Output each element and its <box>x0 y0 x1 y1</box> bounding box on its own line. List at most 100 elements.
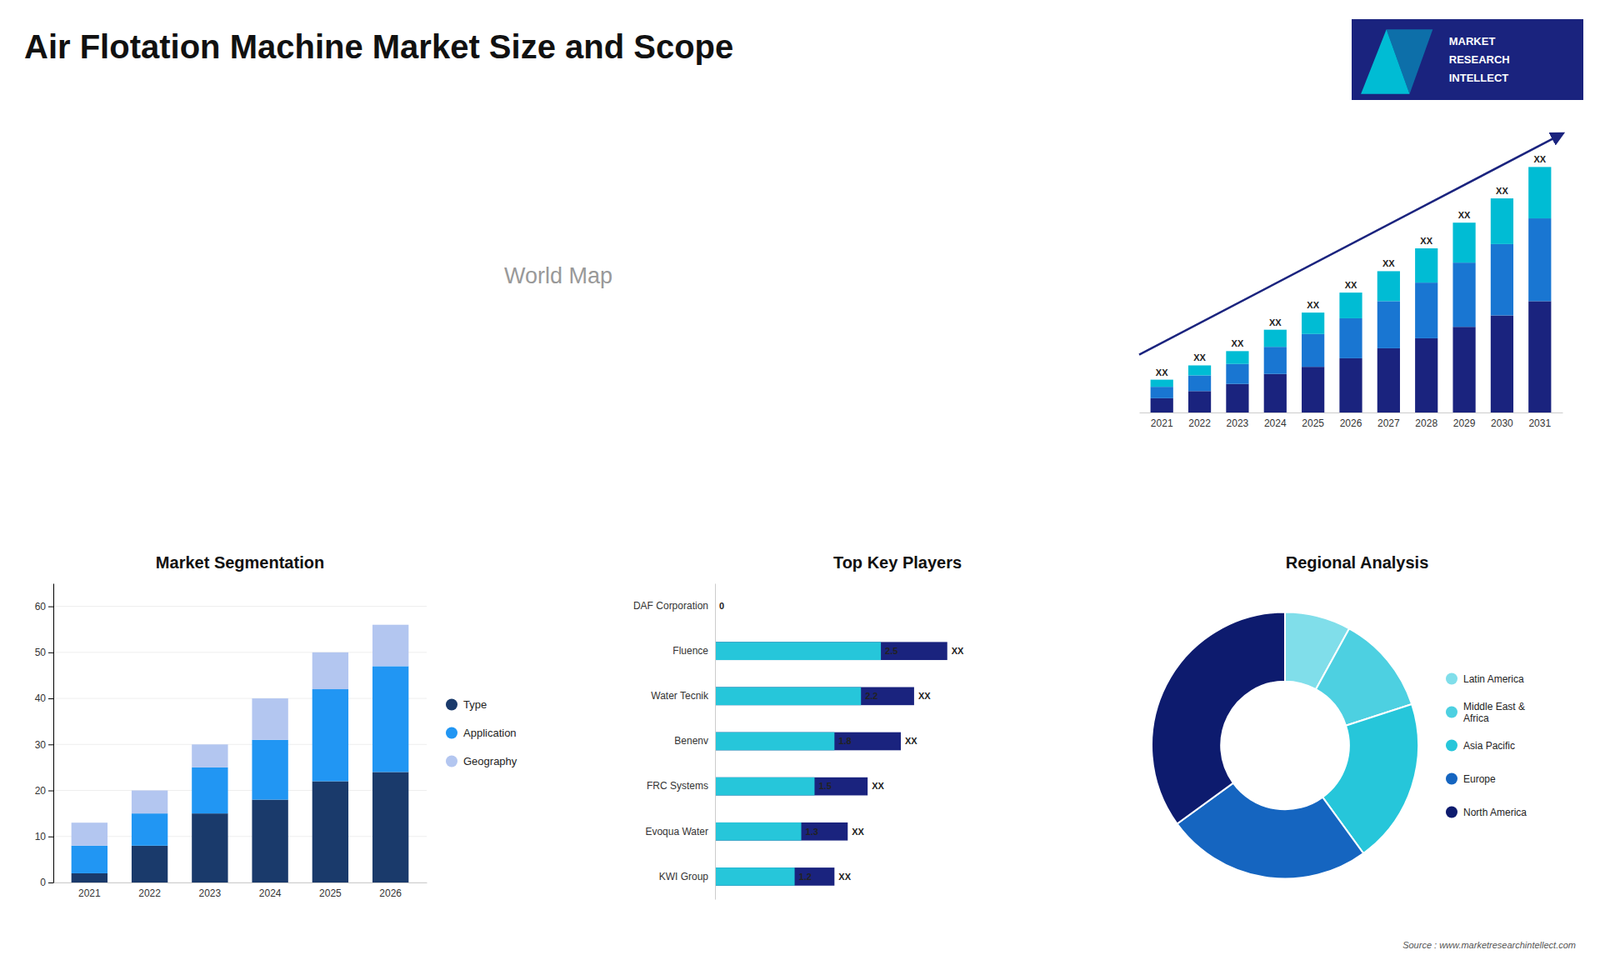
data-label: XX <box>918 690 931 701</box>
data-label: 1.2 <box>799 871 812 882</box>
tick-mark <box>48 882 54 884</box>
map-placeholder: World Map <box>504 263 613 289</box>
legend-label: North America <box>1463 806 1527 819</box>
bar <box>1339 318 1362 359</box>
annotation: XX <box>1495 185 1509 196</box>
tick-label: 40 <box>35 692 47 705</box>
tick-label: FRC Systems <box>646 780 709 792</box>
bar <box>1301 334 1325 367</box>
tick-label: 2030 <box>1490 417 1514 430</box>
bar <box>1225 350 1249 364</box>
tick-label: Fluence <box>672 645 709 657</box>
axis: DAF CorporationFluenceWater TecnikBenenv… <box>633 584 716 900</box>
tick: 2024 <box>1264 412 1287 430</box>
dashboard: Air Flotation Machine Market Size and Sc… <box>0 0 1600 955</box>
tick: 2029 <box>1453 412 1476 430</box>
tick: KWI Group <box>659 870 715 883</box>
tick: 2027 <box>1377 412 1400 430</box>
legend-item: Middle East &Africa <box>1445 700 1525 725</box>
annotation: XX <box>1155 367 1169 378</box>
bar <box>715 687 915 706</box>
tick: 2022 <box>138 882 161 900</box>
bar <box>1339 292 1362 319</box>
chart: 2021202220232024202520262027202820292030… <box>1139 133 1564 429</box>
tick-mark <box>48 790 54 792</box>
bar <box>372 625 409 667</box>
tick: 2031 <box>1528 412 1551 430</box>
annotation: XX <box>1193 352 1206 363</box>
tick-label: DAF Corporation <box>633 600 709 612</box>
bar <box>1415 248 1438 283</box>
grid-line <box>53 698 427 700</box>
annotation: XX <box>1420 235 1433 246</box>
tick: 2021 <box>1150 412 1174 430</box>
axis-line <box>54 882 428 884</box>
logo-text: MARKET <box>1449 35 1496 48</box>
grid-line <box>53 651 427 653</box>
bar <box>715 687 861 706</box>
bar <box>1188 365 1211 375</box>
data-label: 2.5 <box>885 645 898 656</box>
bar <box>1301 366 1325 413</box>
data-label: 2.2 <box>865 690 878 701</box>
bar <box>715 641 881 660</box>
bar <box>1301 312 1325 335</box>
legend: TypeApplicationGeography <box>445 698 518 768</box>
tick: 2022 <box>1188 412 1211 430</box>
tick-label: 20 <box>35 785 47 797</box>
bar <box>1415 282 1438 339</box>
background <box>0 0 1600 955</box>
tick: DAF Corporation <box>633 600 715 612</box>
tick: 2025 <box>319 882 342 900</box>
legend-item: Geography <box>445 755 518 768</box>
bar <box>715 641 948 660</box>
legend-swatch <box>1445 706 1458 719</box>
bar <box>1264 374 1287 413</box>
legend-swatch <box>445 699 458 711</box>
chart-title: Market Segmentation <box>155 553 325 572</box>
chart: Top Key Players DAF Corporation Fluence Wat… <box>633 553 965 900</box>
bars <box>71 625 410 883</box>
tick: 2026 <box>1340 412 1363 430</box>
axis-line <box>53 584 55 884</box>
bar <box>1490 315 1514 413</box>
tick: Water Tecnik <box>650 690 715 702</box>
bar <box>1225 364 1249 385</box>
tick: 60 <box>35 600 54 613</box>
bar <box>71 873 108 883</box>
annotation: XX <box>1306 300 1320 310</box>
bar <box>251 740 288 800</box>
annotation: XX <box>1231 338 1245 349</box>
legend-item: Latin America <box>1445 673 1525 685</box>
tick-label: 2023 <box>199 887 222 900</box>
bar <box>312 689 349 781</box>
bar <box>1377 348 1400 413</box>
grid-line <box>53 605 427 607</box>
tick: 2021 <box>78 882 101 900</box>
tick-label: 2031 <box>1528 417 1551 430</box>
tick-mark <box>48 606 54 608</box>
tick-label: 60 <box>35 600 47 613</box>
bar <box>1528 300 1551 413</box>
bar <box>191 813 228 883</box>
tick-label: 2026 <box>1340 417 1363 430</box>
chart: Market Segmentation202120222023202420252… <box>35 553 518 900</box>
tick-label: 2021 <box>1150 417 1174 430</box>
legend-label: Asia Pacific <box>1463 740 1515 752</box>
tick: 50 <box>35 646 54 659</box>
annotation: XX <box>1458 210 1471 220</box>
bar <box>1528 166 1551 219</box>
tick: 10 <box>35 830 54 843</box>
chart-title: Top Key Players <box>833 553 962 572</box>
tick: Evoqua Water <box>645 825 715 838</box>
bar <box>1339 358 1362 413</box>
legend-swatch <box>445 755 458 768</box>
logo: MARKETRESEARCHINTELLECT <box>1351 19 1584 100</box>
legend-item: North America <box>1445 806 1527 819</box>
slices <box>1151 612 1419 880</box>
legend-label: Middle East &Africa <box>1463 700 1525 725</box>
tick-label: 30 <box>35 739 47 751</box>
bar <box>71 822 108 846</box>
tick-label: 2022 <box>1188 417 1211 430</box>
bar <box>715 822 848 841</box>
